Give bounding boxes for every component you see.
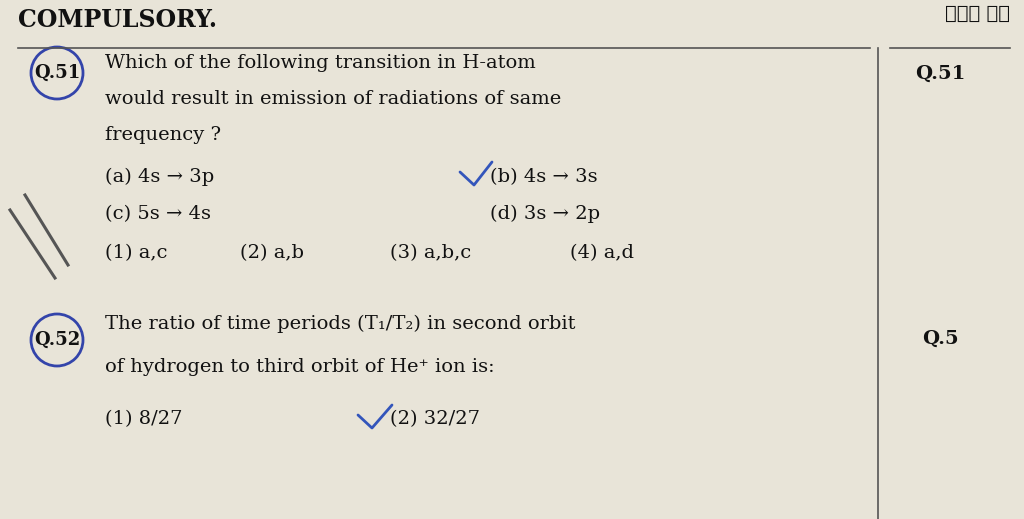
Text: Q.5: Q.5	[922, 330, 958, 348]
Text: (c) 5s → 4s: (c) 5s → 4s	[105, 205, 211, 223]
Text: (4) a,d: (4) a,d	[570, 244, 634, 262]
Text: (d) 3s → 2p: (d) 3s → 2p	[490, 205, 600, 223]
Text: (1) 8/27: (1) 8/27	[105, 410, 182, 428]
Text: Which of the following transition in H-atom: Which of the following transition in H-a…	[105, 54, 536, 72]
Text: (b) 4s → 3s: (b) 4s → 3s	[490, 168, 598, 186]
Text: The ratio of time periods (T₁/T₂) in second orbit: The ratio of time periods (T₁/T₂) in sec…	[105, 315, 575, 333]
Text: सही है: सही है	[945, 4, 1010, 23]
Text: Q.51: Q.51	[914, 65, 966, 83]
Text: Q.51: Q.51	[34, 64, 80, 82]
Text: would result in emission of radiations of same: would result in emission of radiations o…	[105, 90, 561, 108]
Text: frequency ?: frequency ?	[105, 126, 221, 144]
Text: Q.52: Q.52	[34, 331, 80, 349]
Text: (3) a,b,c: (3) a,b,c	[390, 244, 471, 262]
Text: (2) a,b: (2) a,b	[240, 244, 304, 262]
Text: of hydrogen to third orbit of He⁺ ion is:: of hydrogen to third orbit of He⁺ ion is…	[105, 358, 495, 376]
Text: (1) a,c: (1) a,c	[105, 244, 168, 262]
Text: (2) 32/27: (2) 32/27	[390, 410, 480, 428]
Text: COMPULSORY.: COMPULSORY.	[18, 8, 217, 32]
Text: (a) 4s → 3p: (a) 4s → 3p	[105, 168, 214, 186]
